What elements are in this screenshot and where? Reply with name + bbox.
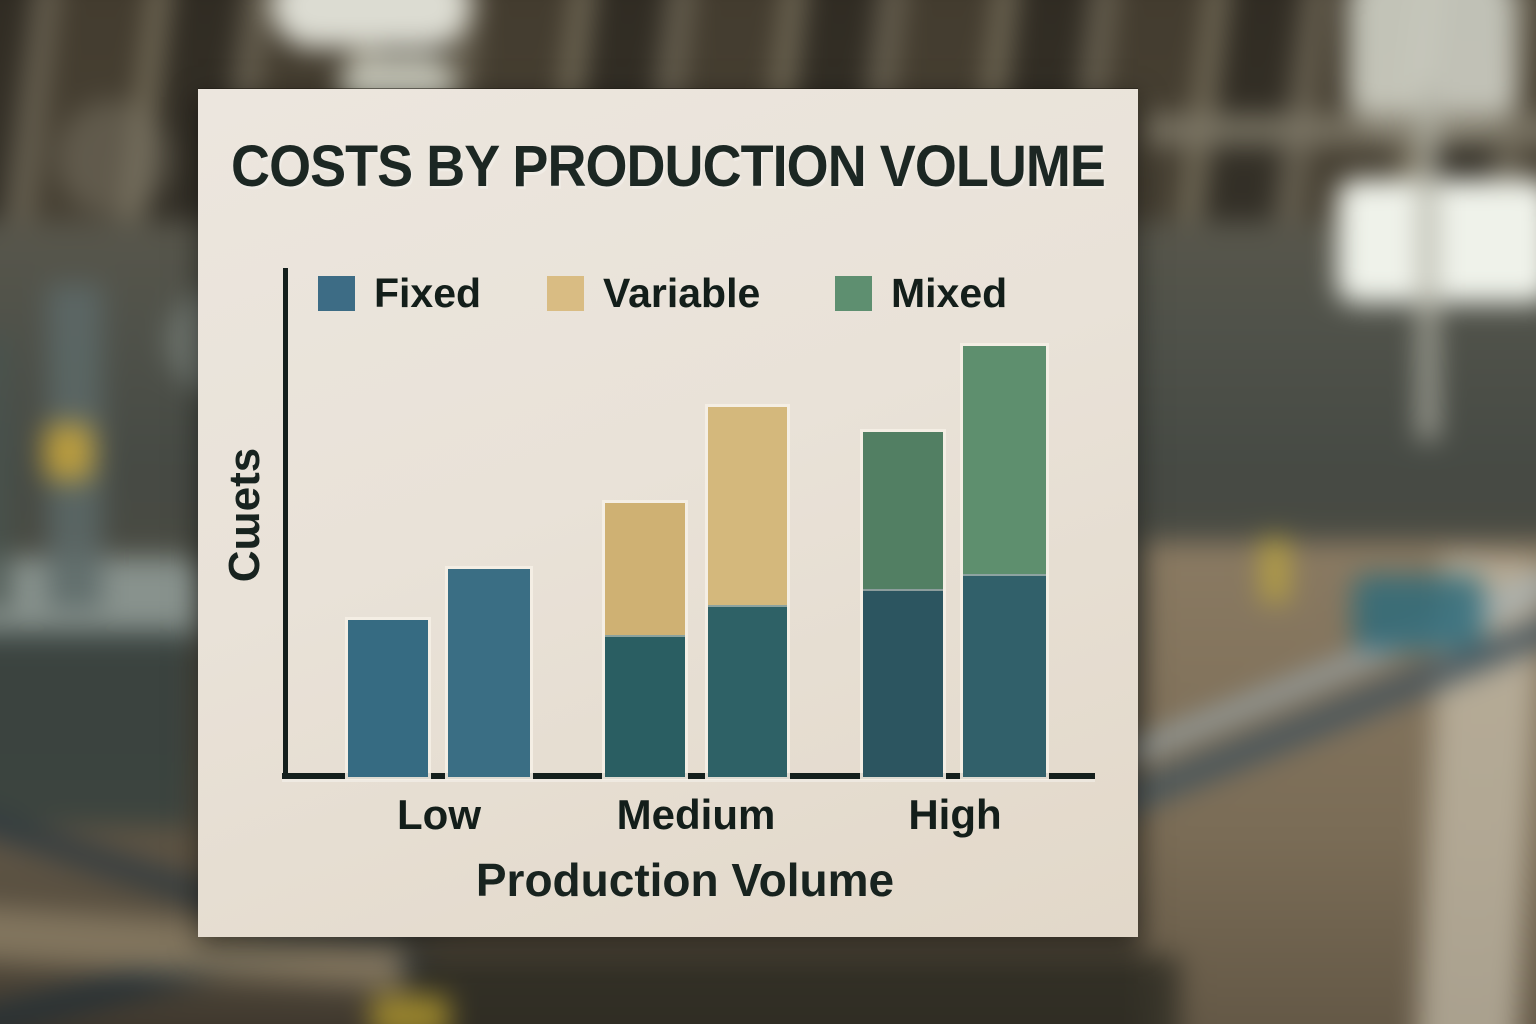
background-teal-machine bbox=[1352, 575, 1485, 651]
bar-segment-variable bbox=[605, 503, 685, 635]
x-tick-label-high: High bbox=[908, 791, 1002, 838]
bar-segment-fixed bbox=[348, 620, 428, 777]
y-axis-label: Cɯets bbox=[220, 447, 269, 583]
bar-high bbox=[963, 346, 1046, 777]
x-axis-title: Production Volume bbox=[475, 854, 895, 906]
background-vertical-pole bbox=[0, 336, 11, 610]
legend-swatch-mixed bbox=[835, 275, 872, 311]
x-tick-label-medium: Medium bbox=[616, 791, 776, 838]
x-tick-label-low: Low bbox=[397, 791, 481, 838]
bar-medium bbox=[605, 503, 685, 777]
background-machinery-dark bbox=[0, 630, 193, 825]
bar-segment-fixed bbox=[708, 605, 787, 777]
bar-segment-fixed bbox=[863, 589, 943, 777]
legend-label: Fixed bbox=[374, 269, 482, 316]
x-axis-line bbox=[282, 773, 1095, 779]
legend-label: Variable bbox=[603, 269, 761, 316]
legend-label: Mixed bbox=[891, 269, 1008, 316]
background-yellow-equipment bbox=[371, 995, 450, 1024]
legend-swatch-variable bbox=[547, 275, 584, 311]
background-yellow-equipment bbox=[43, 423, 94, 481]
bar-segment-fixed bbox=[448, 569, 530, 777]
bar-segment-fixed bbox=[963, 574, 1046, 777]
legend-item-mixed: Mixed bbox=[835, 270, 1007, 316]
bar-high bbox=[863, 432, 943, 777]
background-horizontal-beam bbox=[1142, 114, 1536, 146]
bar-segment-variable bbox=[708, 407, 787, 605]
background-skylight bbox=[271, 0, 471, 48]
bar-segment-mixed bbox=[863, 432, 943, 589]
bar-segment-fixed bbox=[605, 635, 685, 777]
chart-title: COSTS BY PRODUCTION VOLUME bbox=[231, 134, 1106, 199]
bar-low bbox=[448, 569, 530, 777]
background-bokeh-blob bbox=[56, 100, 172, 216]
chart-card: COSTS BY PRODUCTION VOLUME Fixed Variable… bbox=[198, 89, 1138, 937]
background-dark-floor-area bbox=[413, 956, 1180, 1024]
bar-medium bbox=[708, 407, 787, 777]
bar-low bbox=[348, 620, 428, 777]
legend-swatch-fixed bbox=[318, 275, 355, 311]
chart-legend: Fixed Variable Mixed bbox=[198, 270, 1138, 317]
y-axis-line bbox=[283, 268, 288, 775]
background-yellow-post bbox=[1261, 537, 1289, 603]
legend-item-variable: Variable bbox=[547, 270, 760, 316]
background-vertical-pole bbox=[1419, 87, 1437, 440]
bar-segment-mixed bbox=[963, 346, 1046, 574]
legend-item-fixed: Fixed bbox=[318, 270, 481, 316]
